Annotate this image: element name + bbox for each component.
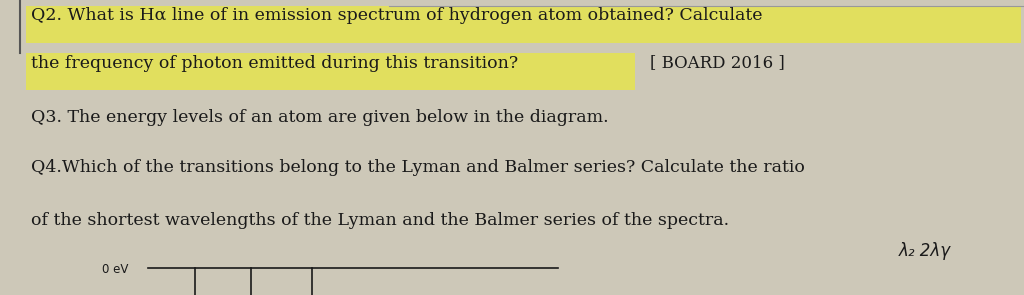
Text: [ BOARD 2016 ]: [ BOARD 2016 ] — [650, 55, 785, 72]
Text: of the shortest wavelengths of the Lyman and the Balmer series of the spectra.: of the shortest wavelengths of the Lyman… — [31, 212, 729, 230]
Text: λ₂ 2λγ: λ₂ 2λγ — [899, 242, 951, 260]
Text: 0 eV: 0 eV — [101, 263, 128, 276]
Text: Q2. What is Hα line of in emission spectrum of hydrogen atom obtained? Calculate: Q2. What is Hα line of in emission spect… — [31, 7, 762, 24]
Text: Q4.Which of the transitions belong to the Lyman and Balmer series? Calculate the: Q4.Which of the transitions belong to th… — [31, 159, 805, 176]
Bar — [26, 53, 635, 90]
Bar — [26, 6, 1021, 43]
Text: Q3. The energy levels of an atom are given below in the diagram.: Q3. The energy levels of an atom are giv… — [31, 109, 608, 126]
Text: the frequency of photon emitted during this transition?: the frequency of photon emitted during t… — [31, 55, 518, 72]
